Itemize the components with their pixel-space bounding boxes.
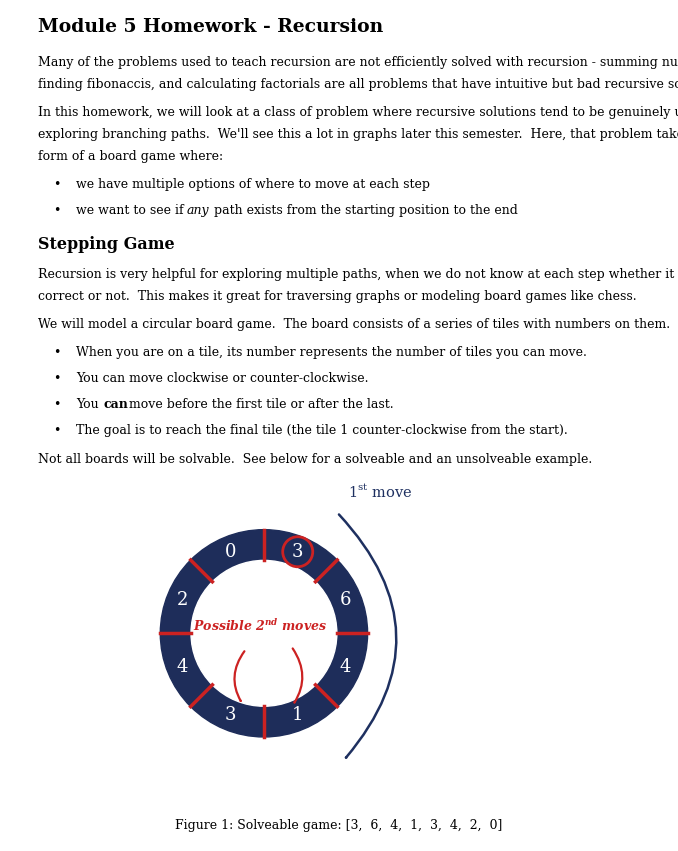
Text: Not all boards will be solvable.  See below for a solveable and an unsolveable e: Not all boards will be solvable. See bel… bbox=[38, 453, 593, 465]
Text: form of a board game where:: form of a board game where: bbox=[38, 150, 223, 163]
Text: can: can bbox=[104, 398, 128, 412]
Text: •: • bbox=[53, 373, 60, 386]
Text: 6: 6 bbox=[340, 591, 351, 608]
Text: •: • bbox=[53, 398, 60, 412]
Text: we have multiple options of where to move at each step: we have multiple options of where to mov… bbox=[76, 178, 430, 191]
Text: finding fibonaccis, and calculating factorials are all problems that have intuit: finding fibonaccis, and calculating fact… bbox=[38, 78, 678, 91]
Text: When you are on a tile, its number represents the number of tiles you can move.: When you are on a tile, its number repre… bbox=[76, 346, 587, 359]
Text: Many of the problems used to teach recursion are not efficiently solved with rec: Many of the problems used to teach recur… bbox=[38, 56, 678, 69]
Text: You: You bbox=[76, 398, 102, 412]
Text: Module 5 Homework - Recursion: Module 5 Homework - Recursion bbox=[38, 18, 383, 36]
FancyArrowPatch shape bbox=[339, 515, 397, 757]
Text: •: • bbox=[53, 178, 60, 191]
Text: Stepping Game: Stepping Game bbox=[38, 237, 175, 254]
Text: correct or not.  This makes it great for traversing graphs or modeling board gam: correct or not. This makes it great for … bbox=[38, 290, 637, 303]
Text: path exists from the starting position to the end: path exists from the starting position t… bbox=[210, 204, 518, 217]
Text: 2: 2 bbox=[177, 591, 188, 608]
Text: exploring branching paths.  We'll see this a lot in graphs later this semester. : exploring branching paths. We'll see thi… bbox=[38, 129, 678, 141]
Text: 3: 3 bbox=[292, 543, 304, 561]
Text: Figure 1: Solveable game: [3,  6,  4,  1,  3,  4,  2,  0]: Figure 1: Solveable game: [3, 6, 4, 1, 3… bbox=[176, 819, 502, 831]
Text: •: • bbox=[53, 346, 60, 359]
FancyArrowPatch shape bbox=[293, 648, 302, 702]
Text: 4: 4 bbox=[177, 658, 188, 676]
Text: Recursion is very helpful for exploring multiple paths, when we do not know at e: Recursion is very helpful for exploring … bbox=[38, 268, 678, 282]
Text: We will model a circular board game.  The board consists of a series of tiles wi: We will model a circular board game. The… bbox=[38, 318, 670, 331]
Text: any: any bbox=[187, 204, 210, 217]
Text: 3: 3 bbox=[224, 705, 236, 724]
Text: 1: 1 bbox=[292, 705, 304, 724]
Text: •: • bbox=[53, 204, 60, 217]
Text: 0: 0 bbox=[224, 543, 236, 561]
Text: we want to see if: we want to see if bbox=[76, 204, 188, 217]
Text: move before the first tile or after the last.: move before the first tile or after the … bbox=[125, 398, 394, 412]
Text: 4: 4 bbox=[340, 658, 351, 676]
Text: 1$^{\mathregular{st}}$ move: 1$^{\mathregular{st}}$ move bbox=[348, 482, 412, 500]
FancyArrowPatch shape bbox=[235, 651, 244, 701]
Text: •: • bbox=[53, 425, 60, 437]
Text: In this homework, we will look at a class of problem where recursive solutions t: In this homework, we will look at a clas… bbox=[38, 106, 678, 119]
Text: The goal is to reach the final tile (the tile 1 counter-clockwise from the start: The goal is to reach the final tile (the… bbox=[76, 425, 567, 437]
Text: Possible 2$^{\mathregular{nd}}$ moves: Possible 2$^{\mathregular{nd}}$ moves bbox=[193, 618, 327, 634]
Text: You can move clockwise or counter-clockwise.: You can move clockwise or counter-clockw… bbox=[76, 373, 369, 386]
Circle shape bbox=[191, 561, 337, 706]
Circle shape bbox=[160, 529, 367, 737]
